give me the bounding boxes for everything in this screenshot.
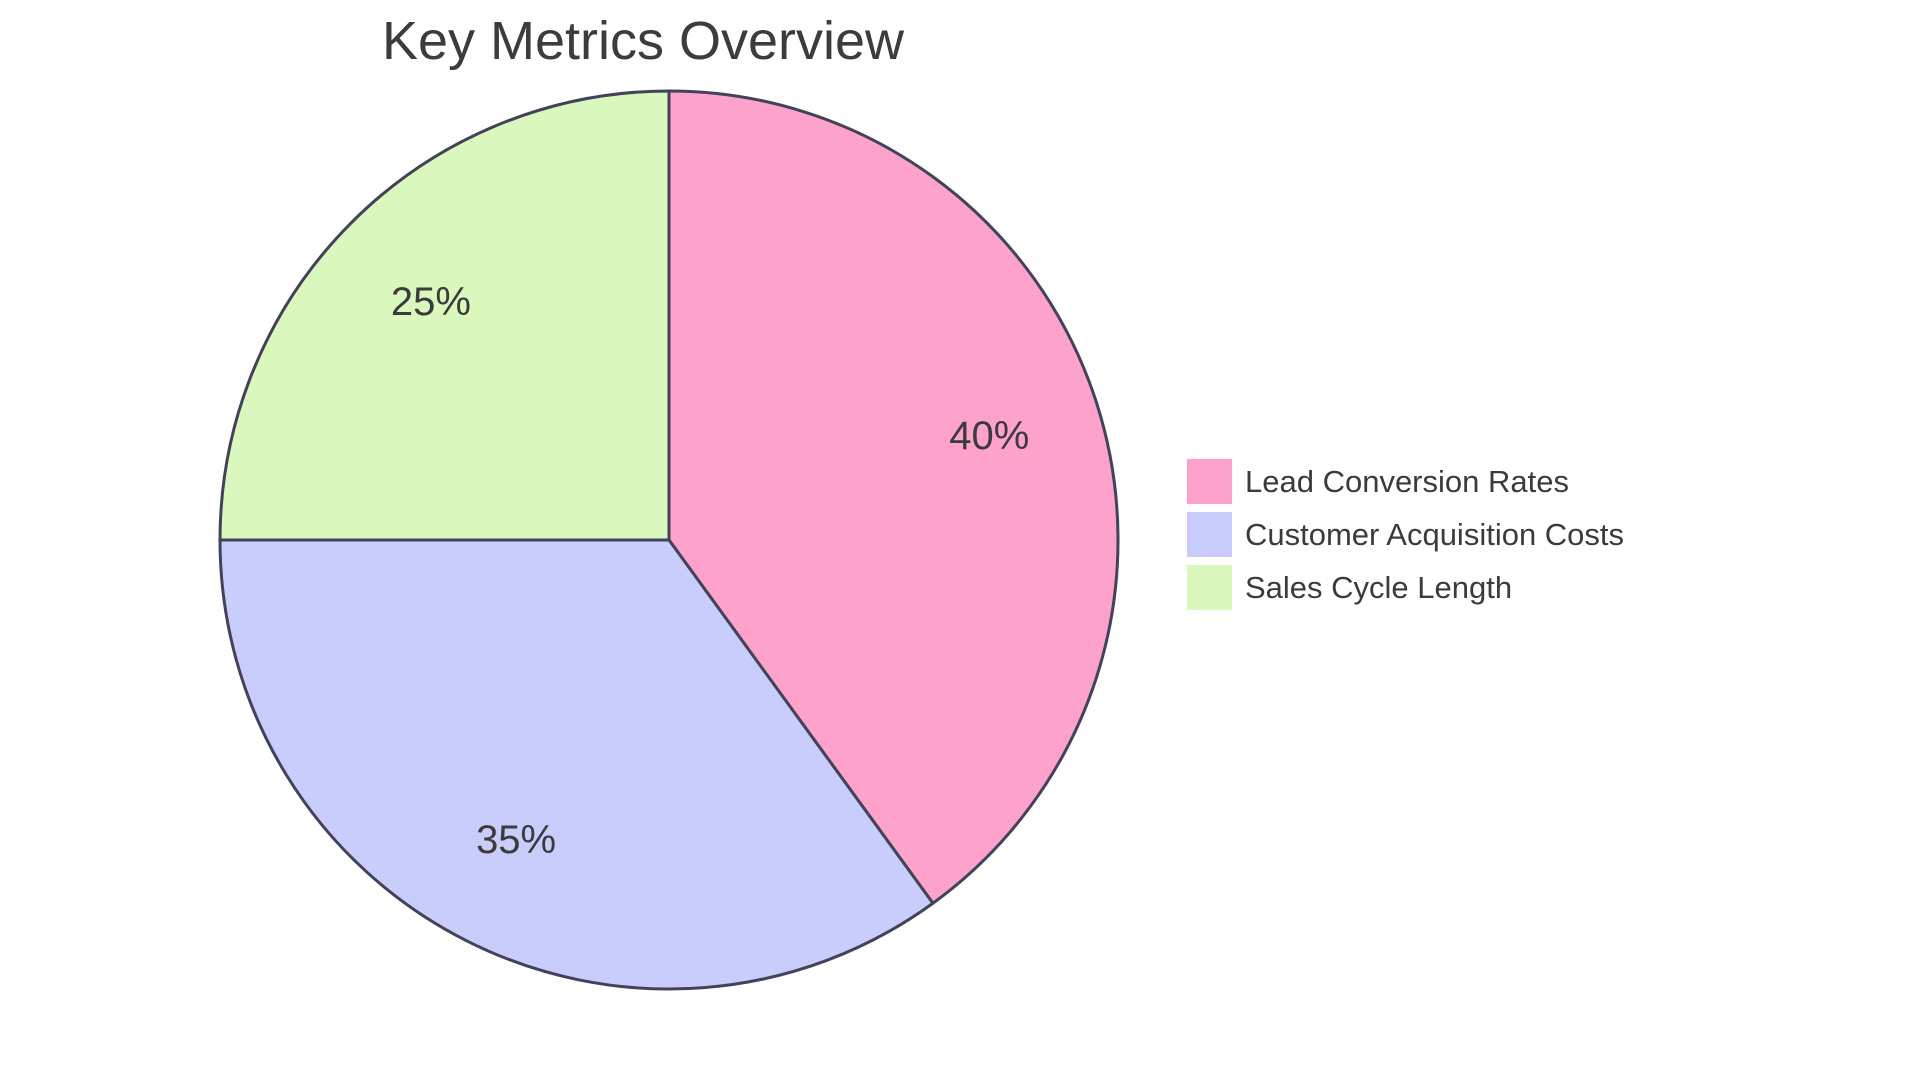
legend-swatch-lead-conversion-rates [1187, 459, 1232, 504]
pie-slice-lead-conversion-rates [667, 89, 1120, 905]
slice-label-lead-conversion-rates: 40% [949, 414, 1029, 458]
legend-label-customer-acquisition-costs: Customer Acquisition Costs [1245, 516, 1625, 552]
legend-label-sales-cycle-length: Sales Cycle Length [1245, 569, 1513, 605]
chart-legend: Lead Conversion Rates Customer Acquisitio… [1187, 459, 1624, 610]
legend-swatch-sales-cycle-length [1187, 565, 1232, 610]
pie-slice-sales-cycle-length [218, 89, 671, 542]
slice-label-sales-cycle-length: 25% [391, 280, 471, 324]
legend-label-lead-conversion-rates: Lead Conversion Rates [1245, 463, 1569, 499]
legend-item-customer-acquisition-costs: Customer Acquisition Costs [1187, 512, 1624, 557]
chart-title: Key Metrics Overview [381, 11, 905, 71]
pie-slice-customer-acquisition-costs [218, 538, 935, 991]
slice-label-customer-acquisition-costs: 35% [476, 818, 556, 862]
legend-swatch-customer-acquisition-costs [1187, 512, 1232, 557]
legend-item-sales-cycle-length: Sales Cycle Length [1187, 565, 1624, 610]
legend-item-lead-conversion-rates: Lead Conversion Rates [1187, 459, 1624, 504]
